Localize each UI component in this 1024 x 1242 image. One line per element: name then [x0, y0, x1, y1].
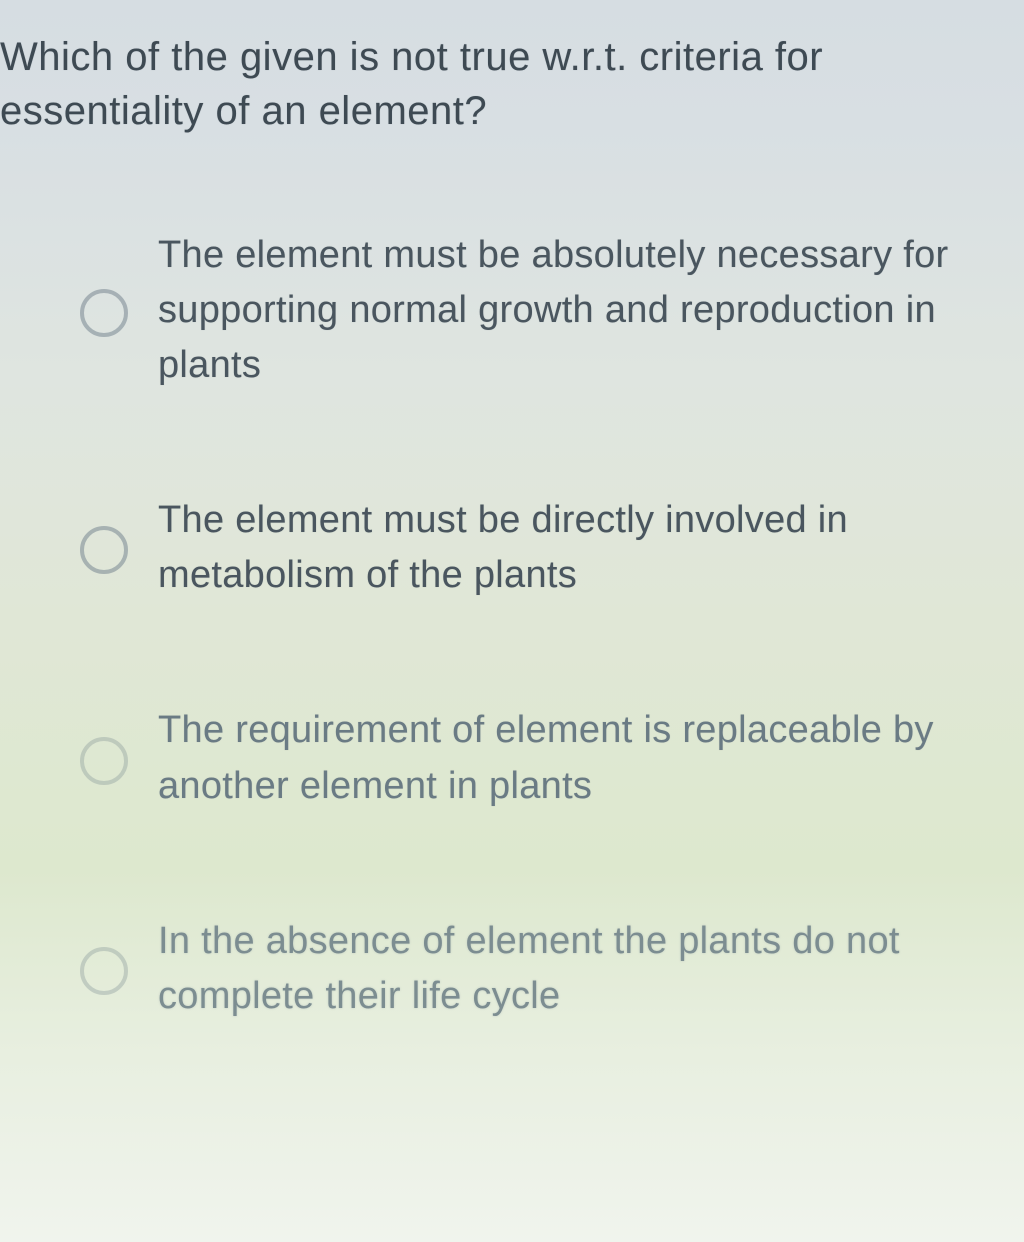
radio-icon[interactable]: [80, 526, 128, 574]
option-1[interactable]: The element must be absolutely necessary…: [80, 228, 1004, 393]
option-4-label: In the absence of element the plants do …: [158, 914, 1004, 1024]
radio-icon[interactable]: [80, 289, 128, 337]
options-group: The element must be absolutely necessary…: [0, 228, 1004, 1024]
option-1-label: The element must be absolutely necessary…: [158, 228, 1004, 393]
question-line-2: essentiality of an element?: [0, 89, 487, 133]
option-4[interactable]: In the absence of element the plants do …: [80, 914, 1004, 1024]
option-3-label: The requirement of element is replaceabl…: [158, 703, 1004, 813]
question-line-1: Which of the given is not true w.r.t. cr…: [0, 35, 823, 79]
question-text: Which of the given is not true w.r.t. cr…: [0, 30, 1004, 138]
radio-icon[interactable]: [80, 737, 128, 785]
radio-icon[interactable]: [80, 947, 128, 995]
option-3[interactable]: The requirement of element is replaceabl…: [80, 703, 1004, 813]
option-2[interactable]: The element must be directly involved in…: [80, 493, 1004, 603]
option-2-label: The element must be directly involved in…: [158, 493, 1004, 603]
